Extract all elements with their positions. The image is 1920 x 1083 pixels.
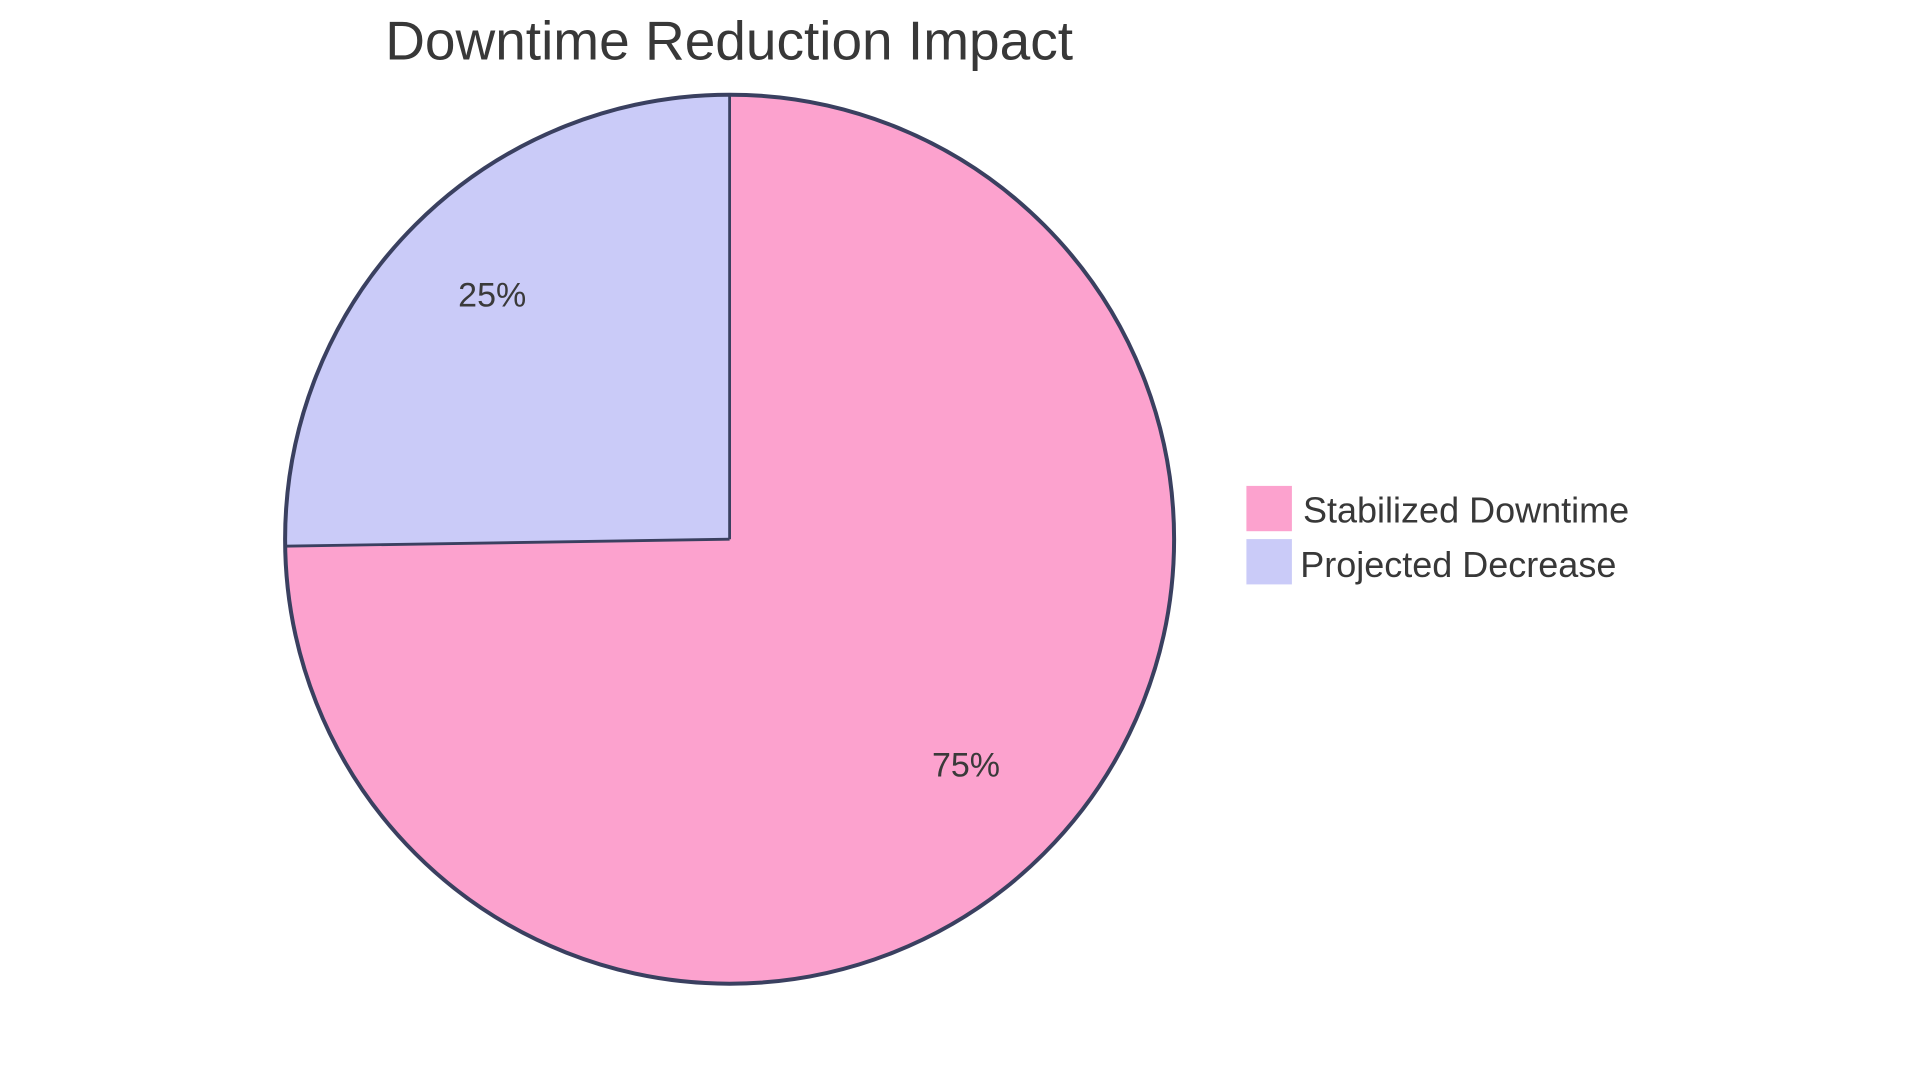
svg-text:Stabilized Downtime: Stabilized Downtime <box>1303 489 1629 530</box>
svg-text:25%: 25% <box>458 277 526 315</box>
svg-text:Projected Decrease: Projected Decrease <box>1300 544 1616 585</box>
svg-text:75%: 75% <box>932 747 1000 785</box>
svg-text:Downtime Reduction Impact: Downtime Reduction Impact <box>385 10 1073 72</box>
